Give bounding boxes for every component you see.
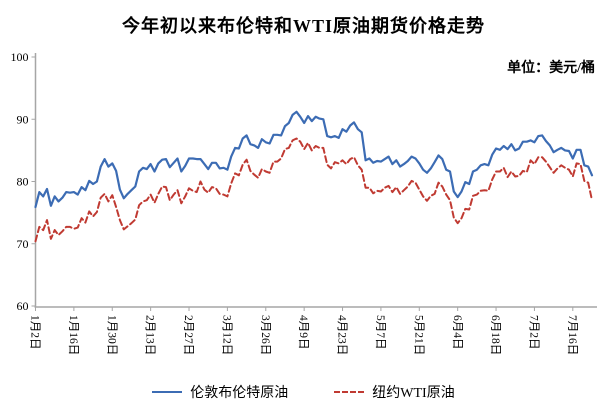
chart-title: 今年初以来布伦特和WTI原油期货价格走势: [121, 16, 485, 36]
x-axis-tick-label: 5月7日: [374, 315, 386, 350]
x-axis-tick-label: 2月13日: [144, 315, 156, 355]
legend-label-wti: 纽约WTI原油: [372, 386, 455, 401]
x-axis-tick-label: 2月27日: [182, 315, 194, 355]
brent-price-line: [34, 110, 594, 209]
y-axis-tick-label: 90: [17, 112, 29, 126]
x-axis-tick-label: 7月2日: [528, 315, 540, 350]
y-axis-tick-label: 60: [17, 299, 29, 313]
x-axis-tick-label: 6月18日: [489, 315, 501, 355]
legend-item-brent: 伦敦布伦特原油: [152, 382, 288, 402]
x-axis-tick-label: 1月2日: [29, 315, 41, 350]
x-axis-tick-label: 6月4日: [451, 315, 463, 350]
y-axis-tick-label: 80: [17, 175, 29, 189]
x-axis-tick-label: 1月30日: [105, 315, 117, 355]
y-axis-tick-label: 100: [11, 50, 29, 64]
unit-label: 单位：美元/桶: [507, 61, 595, 76]
legend-label-brent: 伦敦布伦特原油: [190, 386, 289, 401]
legend-item-wti: 纽约WTI原油: [334, 382, 455, 402]
chart-legend: 伦敦布伦特原油 纽约WTI原油: [0, 382, 607, 402]
x-axis-tick-label: 3月26日: [259, 315, 271, 355]
x-axis-tick-label: 4月23日: [336, 315, 348, 355]
x-axis-tick-label: 5月21日: [412, 315, 424, 355]
x-axis-tick-label: 3月12日: [220, 315, 232, 355]
wti-price-line: [34, 137, 593, 243]
x-axis-tick-label: 1月16日: [67, 315, 79, 355]
wti-line-swatch: [334, 391, 365, 393]
y-axis-tick-label: 70: [17, 237, 29, 251]
brent-line-swatch: [152, 391, 183, 393]
x-axis-tick-label: 7月16日: [566, 315, 578, 355]
x-axis-tick-label: 4月9日: [297, 315, 309, 350]
